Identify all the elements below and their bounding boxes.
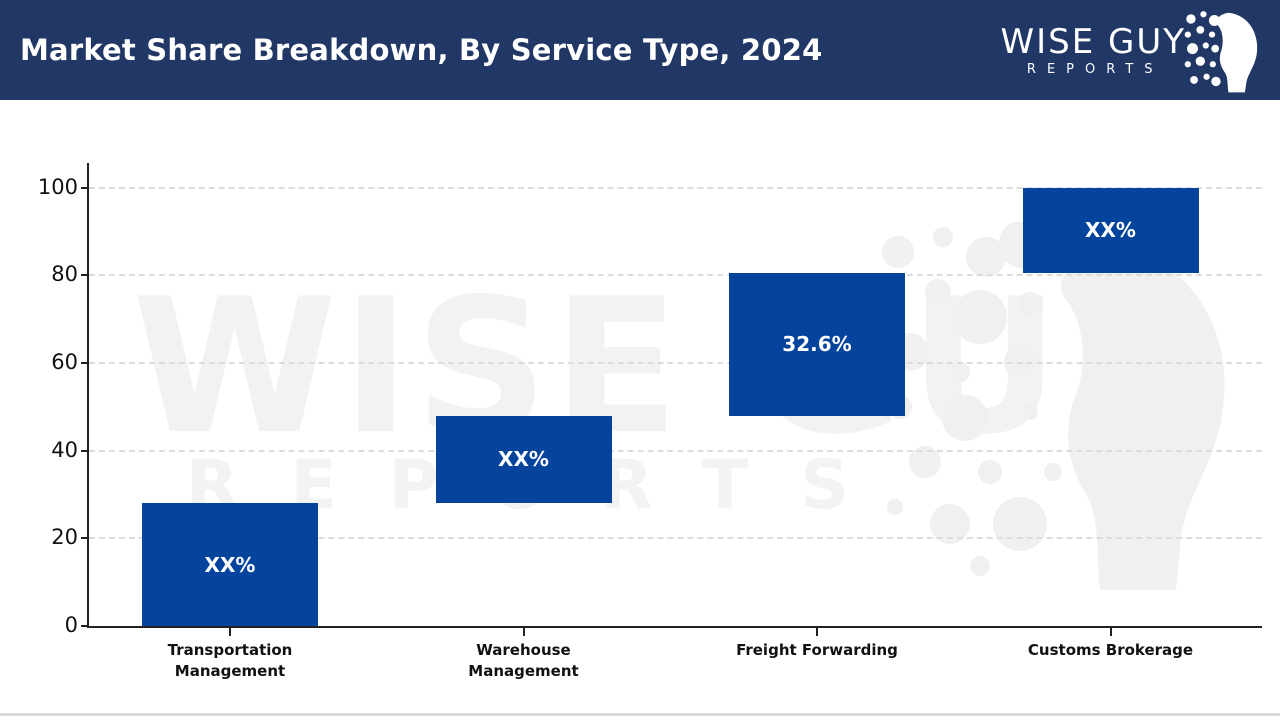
chart-title: Market Share Breakdown, By Service Type,… xyxy=(20,33,823,67)
bar-value-label: 32.6% xyxy=(782,332,852,357)
y-axis-tick xyxy=(81,537,89,540)
wise-guy-logo: WISE GUY REPORTS xyxy=(1000,8,1266,94)
logo-head-icon xyxy=(1184,11,1258,93)
y-axis-tick-label: 100 xyxy=(37,174,78,199)
x-axis-category-label: Customs Brokerage xyxy=(1027,641,1194,659)
y-axis-line xyxy=(87,163,89,628)
y-axis-tick-label: 80 xyxy=(51,262,78,287)
bar-value-label: XX% xyxy=(1085,218,1136,243)
x-axis-line xyxy=(87,626,1262,628)
bar-segment: 32.6% xyxy=(729,272,905,416)
y-axis-tick xyxy=(81,186,89,189)
x-axis-tick xyxy=(522,628,525,636)
gridline xyxy=(89,186,1262,189)
y-axis-tick-label: 0 xyxy=(64,613,78,637)
bar-value-label: XX% xyxy=(498,447,549,472)
y-axis-tick-label: 60 xyxy=(51,349,78,374)
watermark-dots-head-icon xyxy=(882,222,1225,590)
y-axis-tick xyxy=(81,449,89,452)
y-axis-tick xyxy=(81,625,89,627)
bar-segment: XX% xyxy=(142,503,318,626)
gridline xyxy=(89,274,1262,277)
gridline xyxy=(89,449,1262,452)
x-axis-tick xyxy=(229,628,231,636)
logo-primary-text: WISE GUY xyxy=(1000,21,1186,62)
bar-segment: XX% xyxy=(435,415,612,504)
gridline xyxy=(89,361,1262,364)
x-axis-category-label: Freight Forwarding xyxy=(736,641,898,659)
x-axis-category-label: Warehouse Management xyxy=(468,641,579,680)
y-axis-tick-label: 20 xyxy=(51,525,78,550)
bar-value-label: XX% xyxy=(204,552,256,577)
header-bar: Market Share Breakdown, By Service Type,… xyxy=(0,0,1280,100)
logo-wordmark: WISE GUY REPORTS xyxy=(1000,21,1186,78)
x-axis-tick xyxy=(1109,628,1112,636)
bar-segment: XX% xyxy=(1022,187,1199,273)
gridline xyxy=(89,537,1262,540)
x-axis-category-label: Transportation Management xyxy=(167,641,293,680)
y-axis-tick xyxy=(81,274,89,277)
x-axis-tick xyxy=(816,628,818,636)
y-axis-tick-label: 40 xyxy=(51,437,78,462)
y-axis-tick xyxy=(81,361,89,364)
logo-secondary-text: REPORTS xyxy=(1026,62,1164,78)
bottom-divider xyxy=(0,713,1280,716)
